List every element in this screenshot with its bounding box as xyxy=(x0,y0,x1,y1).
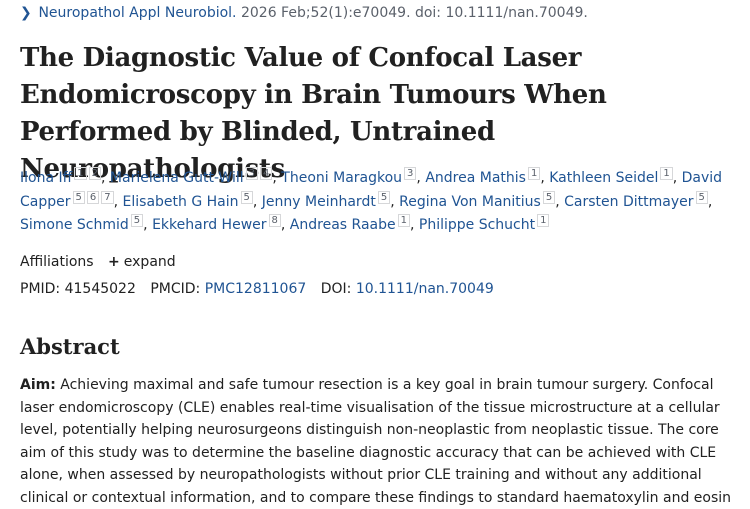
affiliation-ref[interactable]: 6 xyxy=(86,190,100,204)
affiliation-ref[interactable]: 8 xyxy=(268,214,281,228)
author-link[interactable]: Andreas Raabe xyxy=(289,217,396,233)
aim-text: Achieving maximal and safe tumour resect… xyxy=(20,377,732,506)
author-link[interactable]: Marielena Gutt-Will xyxy=(109,170,244,186)
author-link[interactable]: David Capper xyxy=(20,170,723,210)
author-entry: Ilona Iff 1 2 xyxy=(20,167,102,186)
affiliation-ref[interactable]: 1 xyxy=(537,214,550,228)
affiliation-ref[interactable]: 5 xyxy=(240,190,253,204)
affiliation-ref[interactable]: 1 xyxy=(660,167,673,181)
author-link[interactable]: Theoni Maragkou xyxy=(281,170,403,186)
affiliation-ref[interactable]: 5 xyxy=(130,214,144,228)
affiliation-ref[interactable]: 1 xyxy=(74,167,87,181)
author-link[interactable]: Andrea Mathis xyxy=(425,170,526,186)
doi-link[interactable]: 10.1111/nan.70049 xyxy=(355,281,494,297)
affiliation-ref[interactable]: 5 xyxy=(542,190,556,204)
author-link[interactable]: Ekkehard Hewer xyxy=(152,217,267,233)
author-link[interactable]: Ilona Iff xyxy=(20,170,73,186)
author-entry: Ekkehard Hewer 8 xyxy=(152,214,281,233)
pmcid-label: PMCID: xyxy=(150,281,201,297)
pmid-value: 41545022 xyxy=(64,281,136,297)
identifiers-row: PMID: 41545022 PMCID: PMC12811067 DOI: 1… xyxy=(20,279,494,299)
affiliation-ref[interactable]: 1 xyxy=(527,167,541,181)
journal-link[interactable]: Neuropathol Appl Neurobiol. xyxy=(38,5,237,21)
author-link[interactable]: Philippe Schucht xyxy=(418,217,536,233)
author-entry: Andrea Mathis 1 xyxy=(425,167,541,186)
plus-icon[interactable]: + xyxy=(108,254,120,270)
author-entry: Andreas Raabe 1 xyxy=(289,214,410,233)
doi-label: DOI: xyxy=(320,281,352,297)
author-entry: Simone Schmid 5 xyxy=(20,214,144,233)
author-list: Ilona Iff 1 2, Marielena Gutt-Will 3 4, Theo… xyxy=(20,167,723,233)
author-entry: David Capper 5 6 7 xyxy=(20,170,722,210)
affiliations-row: Affiliations + expand xyxy=(20,252,176,272)
affiliation-ref[interactable]: 7 xyxy=(101,190,114,204)
abstract-text: Aim: Achieving maximal and safe tumour r… xyxy=(20,374,732,509)
pmid-label: PMID: xyxy=(20,281,61,297)
affiliation-ref[interactable]: 5 xyxy=(72,190,85,204)
author-entry: Theoni Maragkou 3 xyxy=(281,167,417,186)
author-entry: Kathleen Seidel 1 xyxy=(549,167,673,186)
author-entry: Elisabeth G Hain 5 xyxy=(122,190,253,210)
chevron-right-icon[interactable]: ❯ xyxy=(20,5,32,21)
author-link[interactable]: Carsten Dittmayer xyxy=(564,193,694,210)
pmcid-link[interactable]: PMC12811067 xyxy=(204,281,307,297)
affiliation-ref[interactable]: 3 xyxy=(245,167,259,181)
author-link[interactable]: Regina Von Manitius xyxy=(399,193,541,210)
citation-details: 2026 Feb;52(1):e70049. doi: 10.1111/nan.… xyxy=(240,5,588,21)
author-link[interactable]: Elisabeth G Hain xyxy=(122,193,239,210)
author-entry: Marielena Gutt-Will 3 4 xyxy=(109,167,273,186)
affiliation-ref[interactable]: 5 xyxy=(377,190,391,204)
abstract-heading: Abstract xyxy=(20,334,120,359)
affiliation-ref[interactable]: 5 xyxy=(695,190,708,204)
article-title: The Diagnostic Value of Confocal Laser E… xyxy=(20,43,607,184)
author-entry: Carsten Dittmayer 5 xyxy=(564,190,708,210)
author-entry: Jenny Meinhardt 5 xyxy=(261,190,391,210)
affiliation-ref[interactable]: 2 xyxy=(88,167,102,181)
author-link[interactable]: Kathleen Seidel xyxy=(549,170,659,186)
affiliation-ref[interactable]: 1 xyxy=(397,214,410,228)
aim-label: Aim: xyxy=(20,377,56,393)
author-link[interactable]: Simone Schmid xyxy=(20,217,129,233)
affiliations-label: Affiliations xyxy=(20,254,94,270)
citation-line: ❯ Neuropathol Appl Neurobiol. 2026 Feb;5… xyxy=(20,3,740,23)
author-link[interactable]: Jenny Meinhardt xyxy=(261,193,376,210)
author-entry: Philippe Schucht 1 xyxy=(418,214,550,233)
author-entry: Regina Von Manitius 5 xyxy=(399,190,556,210)
affiliation-ref[interactable]: 4 xyxy=(260,167,273,181)
affiliation-ref[interactable]: 3 xyxy=(404,167,417,181)
expand-toggle[interactable]: expand xyxy=(123,254,176,270)
